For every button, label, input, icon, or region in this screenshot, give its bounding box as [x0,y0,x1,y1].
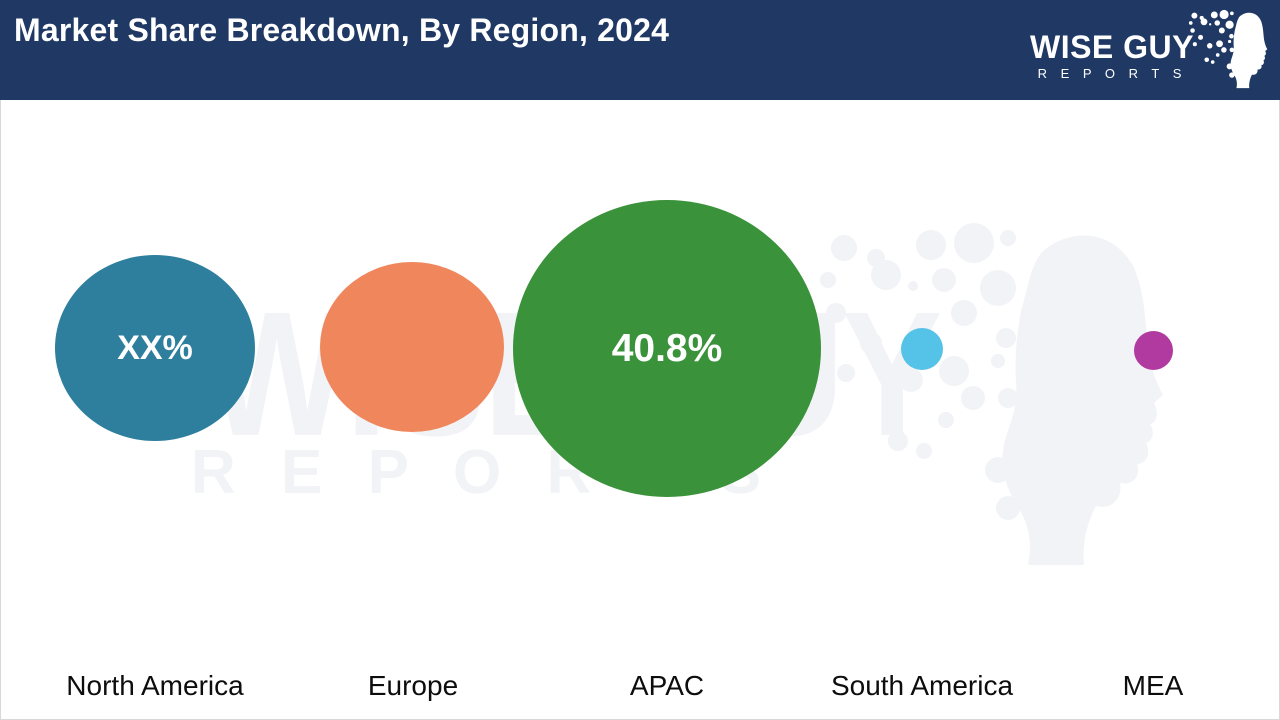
category-label-north-america: North America [66,670,244,701]
brand-name: WISE GUY [1029,29,1194,65]
brand-logo: WISE GUY R E P O R T S [1030,0,1280,90]
category-label-mea: MEA [1122,670,1184,701]
category-label-apac: APAC [629,670,705,701]
bubble-south-america [901,328,943,370]
bubble-chart: WISE GUY R E P O R T S XX% 40.8% North A… [0,100,1280,720]
bubble-value-north-america: XX% [117,328,193,367]
brand-subtitle: R E P O R T S [1037,66,1187,81]
head-profile-logo-icon [1188,9,1268,89]
bubble-north-america: XX% [55,255,255,441]
category-label-europe: Europe [367,670,459,701]
category-label-south-america: South America [830,670,1014,701]
bubble-value-apac: 40.8% [611,326,723,370]
header-bar: Market Share Breakdown, By Region, 2024 … [0,0,1280,100]
bubble-mea [1134,331,1173,370]
page-title: Market Share Breakdown, By Region, 2024 [14,12,670,48]
watermark-head-profile-icon [820,223,1163,565]
bubble-apac: 40.8% [513,200,821,497]
bubble-europe [320,262,504,432]
brand-logo-text: WISE GUY R E P O R T S [1030,31,1194,81]
